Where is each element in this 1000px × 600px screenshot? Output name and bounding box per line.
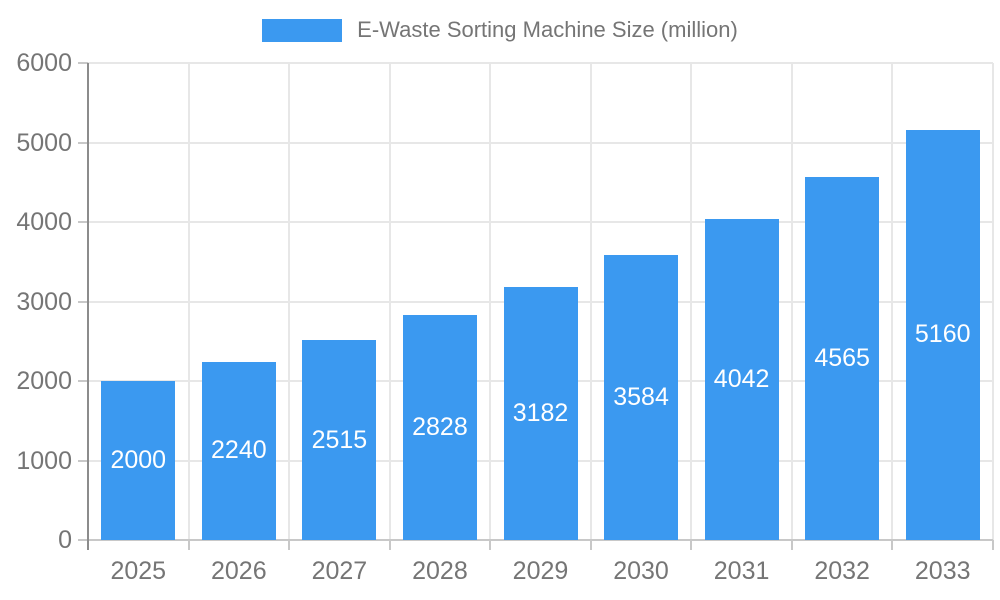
x-axis-tick-label: 2027 [311, 557, 368, 585]
x-tick-mark [589, 540, 592, 550]
x-gridline [388, 63, 391, 540]
x-gridline [992, 63, 994, 540]
bar-value-label: 3182 [512, 399, 569, 427]
bar-value-label: 4565 [814, 344, 870, 373]
bar-2030[interactable]: 3584 [604, 255, 679, 540]
bar-value-label: 5160 [914, 320, 971, 349]
x-tick-mark [489, 540, 492, 550]
y-tick-mark [78, 141, 88, 144]
x-tick-mark [388, 540, 391, 550]
x-axis-tick-label: 2029 [512, 557, 569, 585]
x-tick-mark [187, 540, 190, 550]
x-gridline [790, 63, 793, 540]
bar-value-label: 3584 [613, 383, 669, 412]
bar-value-label: 2515 [311, 425, 368, 454]
x-tick-mark [690, 540, 693, 550]
y-tick-mark [78, 62, 88, 64]
y-tick-mark [78, 221, 88, 223]
y-gridline [88, 141, 993, 144]
bar-value-label: 2240 [211, 436, 267, 465]
x-gridline [187, 63, 190, 540]
y-axis-tick-label: 0 [58, 526, 72, 554]
bar-value-label: 2000 [110, 446, 167, 474]
y-axis-tick-label: 3000 [16, 287, 72, 316]
y-tick-mark [78, 539, 88, 541]
x-tick-mark [891, 540, 894, 550]
legend-label: E-Waste Sorting Machine Size (million) [357, 17, 738, 42]
x-gridline [489, 63, 492, 540]
bar-value-label: 2828 [412, 413, 468, 442]
chart-legend[interactable]: E-Waste Sorting Machine Size (million) [0, 17, 1000, 43]
legend-swatch [262, 18, 343, 42]
bar-value-label: 4042 [713, 364, 770, 393]
y-axis-tick-label: 4000 [16, 208, 72, 236]
y-axis-tick-label: 6000 [16, 49, 72, 77]
x-gridline [891, 63, 894, 540]
y-axis-line [87, 63, 89, 550]
bar-2026[interactable]: 2240 [201, 361, 276, 540]
x-gridline [690, 63, 693, 540]
y-tick-mark [78, 380, 88, 382]
x-axis-tick-label: 2031 [713, 557, 770, 585]
bar-2032[interactable]: 4565 [805, 177, 880, 540]
x-axis-tick-label: 2025 [110, 557, 167, 585]
y-tick-mark [78, 300, 88, 303]
y-gridline [88, 62, 993, 64]
x-tick-mark [288, 540, 291, 550]
y-axis-tick-label: 5000 [16, 128, 72, 157]
x-axis-line [88, 539, 993, 541]
x-axis-tick-label: 2032 [814, 557, 870, 585]
bar-2028[interactable]: 2828 [402, 315, 477, 540]
x-tick-mark [992, 540, 994, 550]
x-gridline [288, 63, 291, 540]
x-axis-tick-label: 2028 [412, 557, 468, 585]
y-axis-tick-label: 2000 [16, 367, 72, 395]
y-axis-tick-label: 1000 [16, 446, 72, 475]
bar-2025[interactable]: 2000 [101, 381, 176, 540]
y-gridline [88, 221, 993, 223]
x-axis-tick-label: 2026 [211, 557, 267, 585]
bar-2029[interactable]: 3182 [503, 287, 578, 540]
y-tick-mark [78, 459, 88, 462]
x-gridline [589, 63, 592, 540]
x-axis-tick-label: 2033 [914, 557, 971, 585]
bar-2031[interactable]: 4042 [704, 218, 779, 540]
x-tick-mark [790, 540, 793, 550]
x-axis-tick-label: 2030 [613, 557, 669, 585]
bar-2033[interactable]: 5160 [905, 129, 980, 540]
bar-2027[interactable]: 2515 [302, 340, 377, 540]
